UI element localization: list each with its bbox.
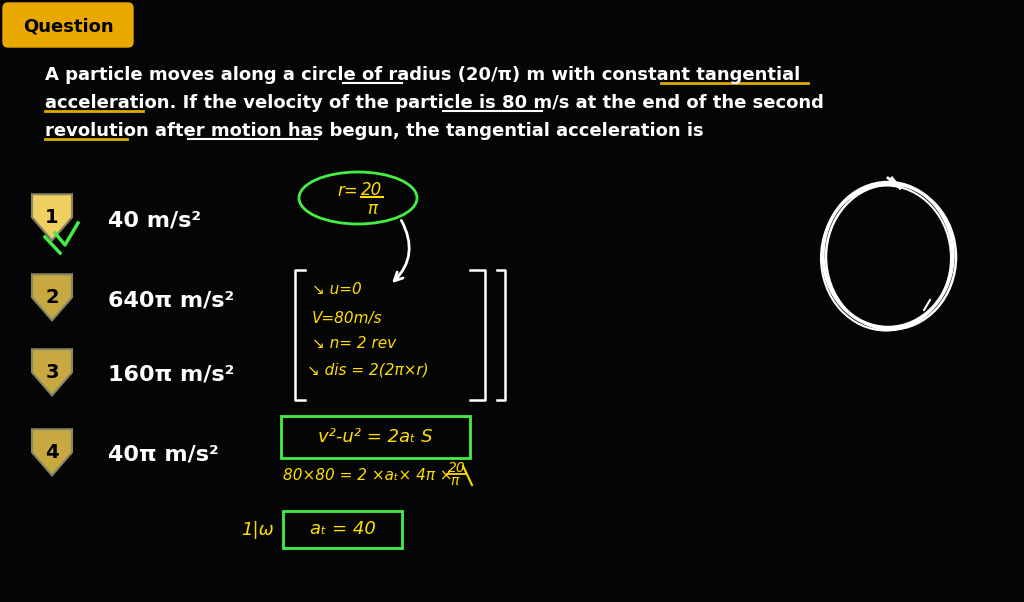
Text: ↘ n= 2 rev: ↘ n= 2 rev xyxy=(312,335,396,350)
Text: aₜ = 40: aₜ = 40 xyxy=(309,521,376,539)
Text: 20: 20 xyxy=(449,461,466,475)
Text: 1|ω: 1|ω xyxy=(242,521,274,539)
Text: 3: 3 xyxy=(45,363,58,382)
Text: ↘ u=0: ↘ u=0 xyxy=(312,282,361,297)
Polygon shape xyxy=(32,275,72,320)
Text: revolution after motion has begun, the tangential acceleration is: revolution after motion has begun, the t… xyxy=(45,122,703,140)
Text: v²-u² = 2aₜ S: v²-u² = 2aₜ S xyxy=(318,428,433,446)
Text: 2: 2 xyxy=(45,288,58,307)
Text: 4: 4 xyxy=(45,443,58,462)
Text: acceleration. If the velocity of the particle is 80 m/s at the end of the second: acceleration. If the velocity of the par… xyxy=(45,94,824,112)
Polygon shape xyxy=(32,429,72,476)
Text: r=: r= xyxy=(338,182,358,200)
Text: π: π xyxy=(367,200,377,218)
Polygon shape xyxy=(32,349,72,396)
FancyBboxPatch shape xyxy=(3,3,133,47)
Text: 80×80 = 2 ×aₜ× 4π ×: 80×80 = 2 ×aₜ× 4π × xyxy=(283,468,453,482)
Text: ↘ dis = 2(2π×r): ↘ dis = 2(2π×r) xyxy=(307,362,429,377)
Text: 160π m/s²: 160π m/s² xyxy=(108,365,234,385)
Text: 640π m/s²: 640π m/s² xyxy=(108,290,234,310)
Text: Question: Question xyxy=(23,18,114,36)
FancyArrowPatch shape xyxy=(394,220,410,281)
Text: A particle moves along a circle of radius (20/π) m with constant tangential: A particle moves along a circle of radiu… xyxy=(45,66,800,84)
Text: 40π m/s²: 40π m/s² xyxy=(108,445,219,465)
Text: 40 m/s²: 40 m/s² xyxy=(108,210,201,230)
Polygon shape xyxy=(32,194,72,240)
Text: 20: 20 xyxy=(361,181,383,199)
Text: V=80m/s: V=80m/s xyxy=(312,311,383,326)
Text: 1: 1 xyxy=(45,208,58,227)
Text: π: π xyxy=(450,474,459,488)
